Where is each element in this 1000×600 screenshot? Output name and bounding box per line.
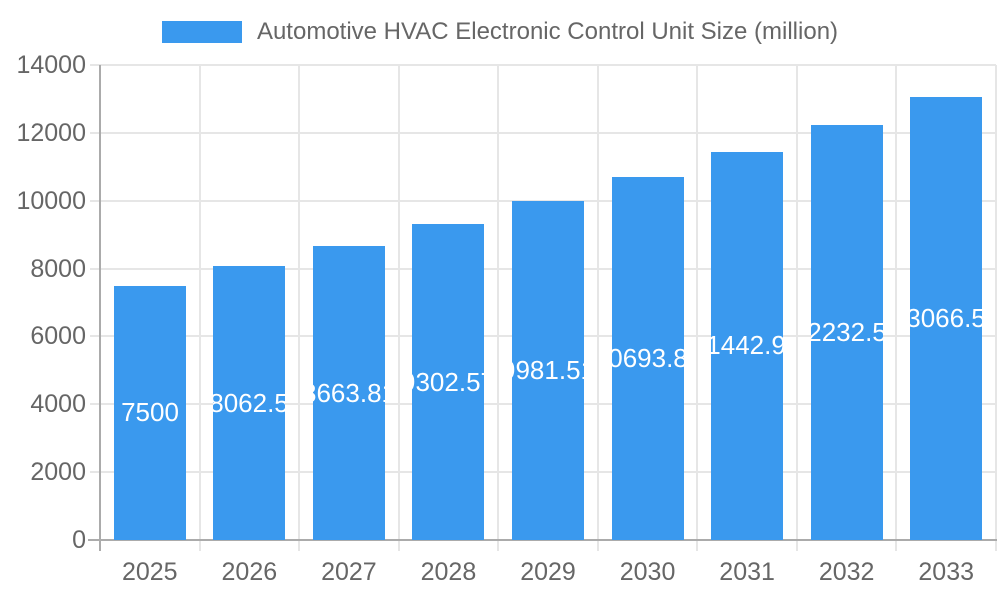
bar-value-label: 11442.94 (711, 330, 783, 361)
bar-2029[interactable]: 9981.51 (512, 201, 584, 540)
y-axis-tick-label: 6000 (30, 322, 86, 351)
x-axis-tick (198, 540, 201, 551)
gridline-vertical (596, 65, 599, 540)
y-axis-tick-label: 2000 (30, 458, 86, 487)
x-axis-line (88, 539, 997, 541)
x-axis-tick (795, 540, 798, 551)
legend-swatch-icon (161, 21, 242, 43)
y-axis-tick (90, 267, 100, 270)
legend-label: Automotive HVAC Electronic Control Unit … (256, 18, 839, 45)
x-axis-tick-label: 2029 (520, 558, 576, 586)
bar-value-label: 9981.51 (512, 355, 584, 386)
y-axis-tick-label: 0 (72, 526, 86, 554)
gridline-horizontal (100, 64, 996, 66)
y-axis-tick-label: 14000 (16, 51, 86, 79)
y-axis-tick-label: 4000 (30, 390, 86, 419)
gridline-vertical (995, 65, 997, 540)
gridline-horizontal (100, 199, 996, 202)
x-axis-tick-label: 2030 (619, 558, 676, 586)
y-axis-tick (90, 471, 100, 474)
bar-2025[interactable]: 7500 (114, 285, 186, 540)
x-axis-tick-label: 2031 (719, 558, 775, 586)
x-axis-tick (895, 540, 898, 551)
bar-2031[interactable]: 11442.94 (711, 151, 783, 540)
gridline-vertical (198, 65, 201, 540)
bar-value-label: 13066.55 (910, 302, 982, 333)
bar-2027[interactable]: 8663.81 (313, 246, 385, 540)
y-axis-tick-label: 12000 (16, 118, 86, 147)
x-axis-tick-label: 2028 (420, 558, 477, 586)
y-axis-tick (90, 335, 100, 338)
bar-value-label: 10693.84 (612, 343, 684, 374)
bar-value-label: 8062.5 (213, 387, 285, 418)
gridline-vertical (696, 65, 699, 540)
x-axis-tick-label: 2032 (818, 558, 875, 586)
gridline-vertical (795, 65, 798, 540)
y-axis-tick (90, 403, 100, 406)
gridline-vertical (397, 65, 400, 540)
y-axis-tick-label: 8000 (30, 254, 86, 283)
x-axis-tick-label: 2026 (221, 558, 278, 586)
x-axis-tick-label: 2027 (321, 558, 377, 586)
y-axis-tick (90, 199, 100, 202)
bar-value-label: 7500 (121, 397, 179, 428)
x-axis-tick (497, 540, 500, 551)
bar-2032[interactable]: 12232.55 (811, 124, 883, 540)
gridline-horizontal (100, 131, 996, 134)
bar-2028[interactable]: 9302.57 (412, 224, 484, 540)
gridline-vertical (298, 65, 301, 540)
x-axis-tick-label: 2033 (918, 558, 975, 586)
gridline-vertical (895, 65, 898, 540)
y-axis-tick (90, 131, 100, 134)
y-axis-tick (90, 64, 100, 66)
x-axis-tick (596, 540, 599, 551)
x-axis-tick (995, 540, 997, 551)
bar-value-label: 12232.55 (811, 316, 883, 347)
bar-2033[interactable]: 13066.55 (910, 96, 982, 540)
gridline-vertical (497, 65, 500, 540)
bar-value-label: 8663.81 (313, 377, 385, 408)
x-axis-tick (397, 540, 400, 551)
x-axis-tick (298, 540, 301, 551)
bar-2030[interactable]: 10693.84 (612, 177, 684, 540)
legend[interactable]: Automotive HVAC Electronic Control Unit … (0, 18, 1000, 46)
y-axis-tick-label: 10000 (16, 186, 86, 215)
bar-2026[interactable]: 8062.5 (213, 266, 285, 540)
bar-value-label: 9302.57 (412, 366, 484, 397)
x-axis-tick (696, 540, 699, 551)
y-axis-line (99, 65, 101, 551)
x-axis-tick-label: 2025 (121, 558, 178, 586)
